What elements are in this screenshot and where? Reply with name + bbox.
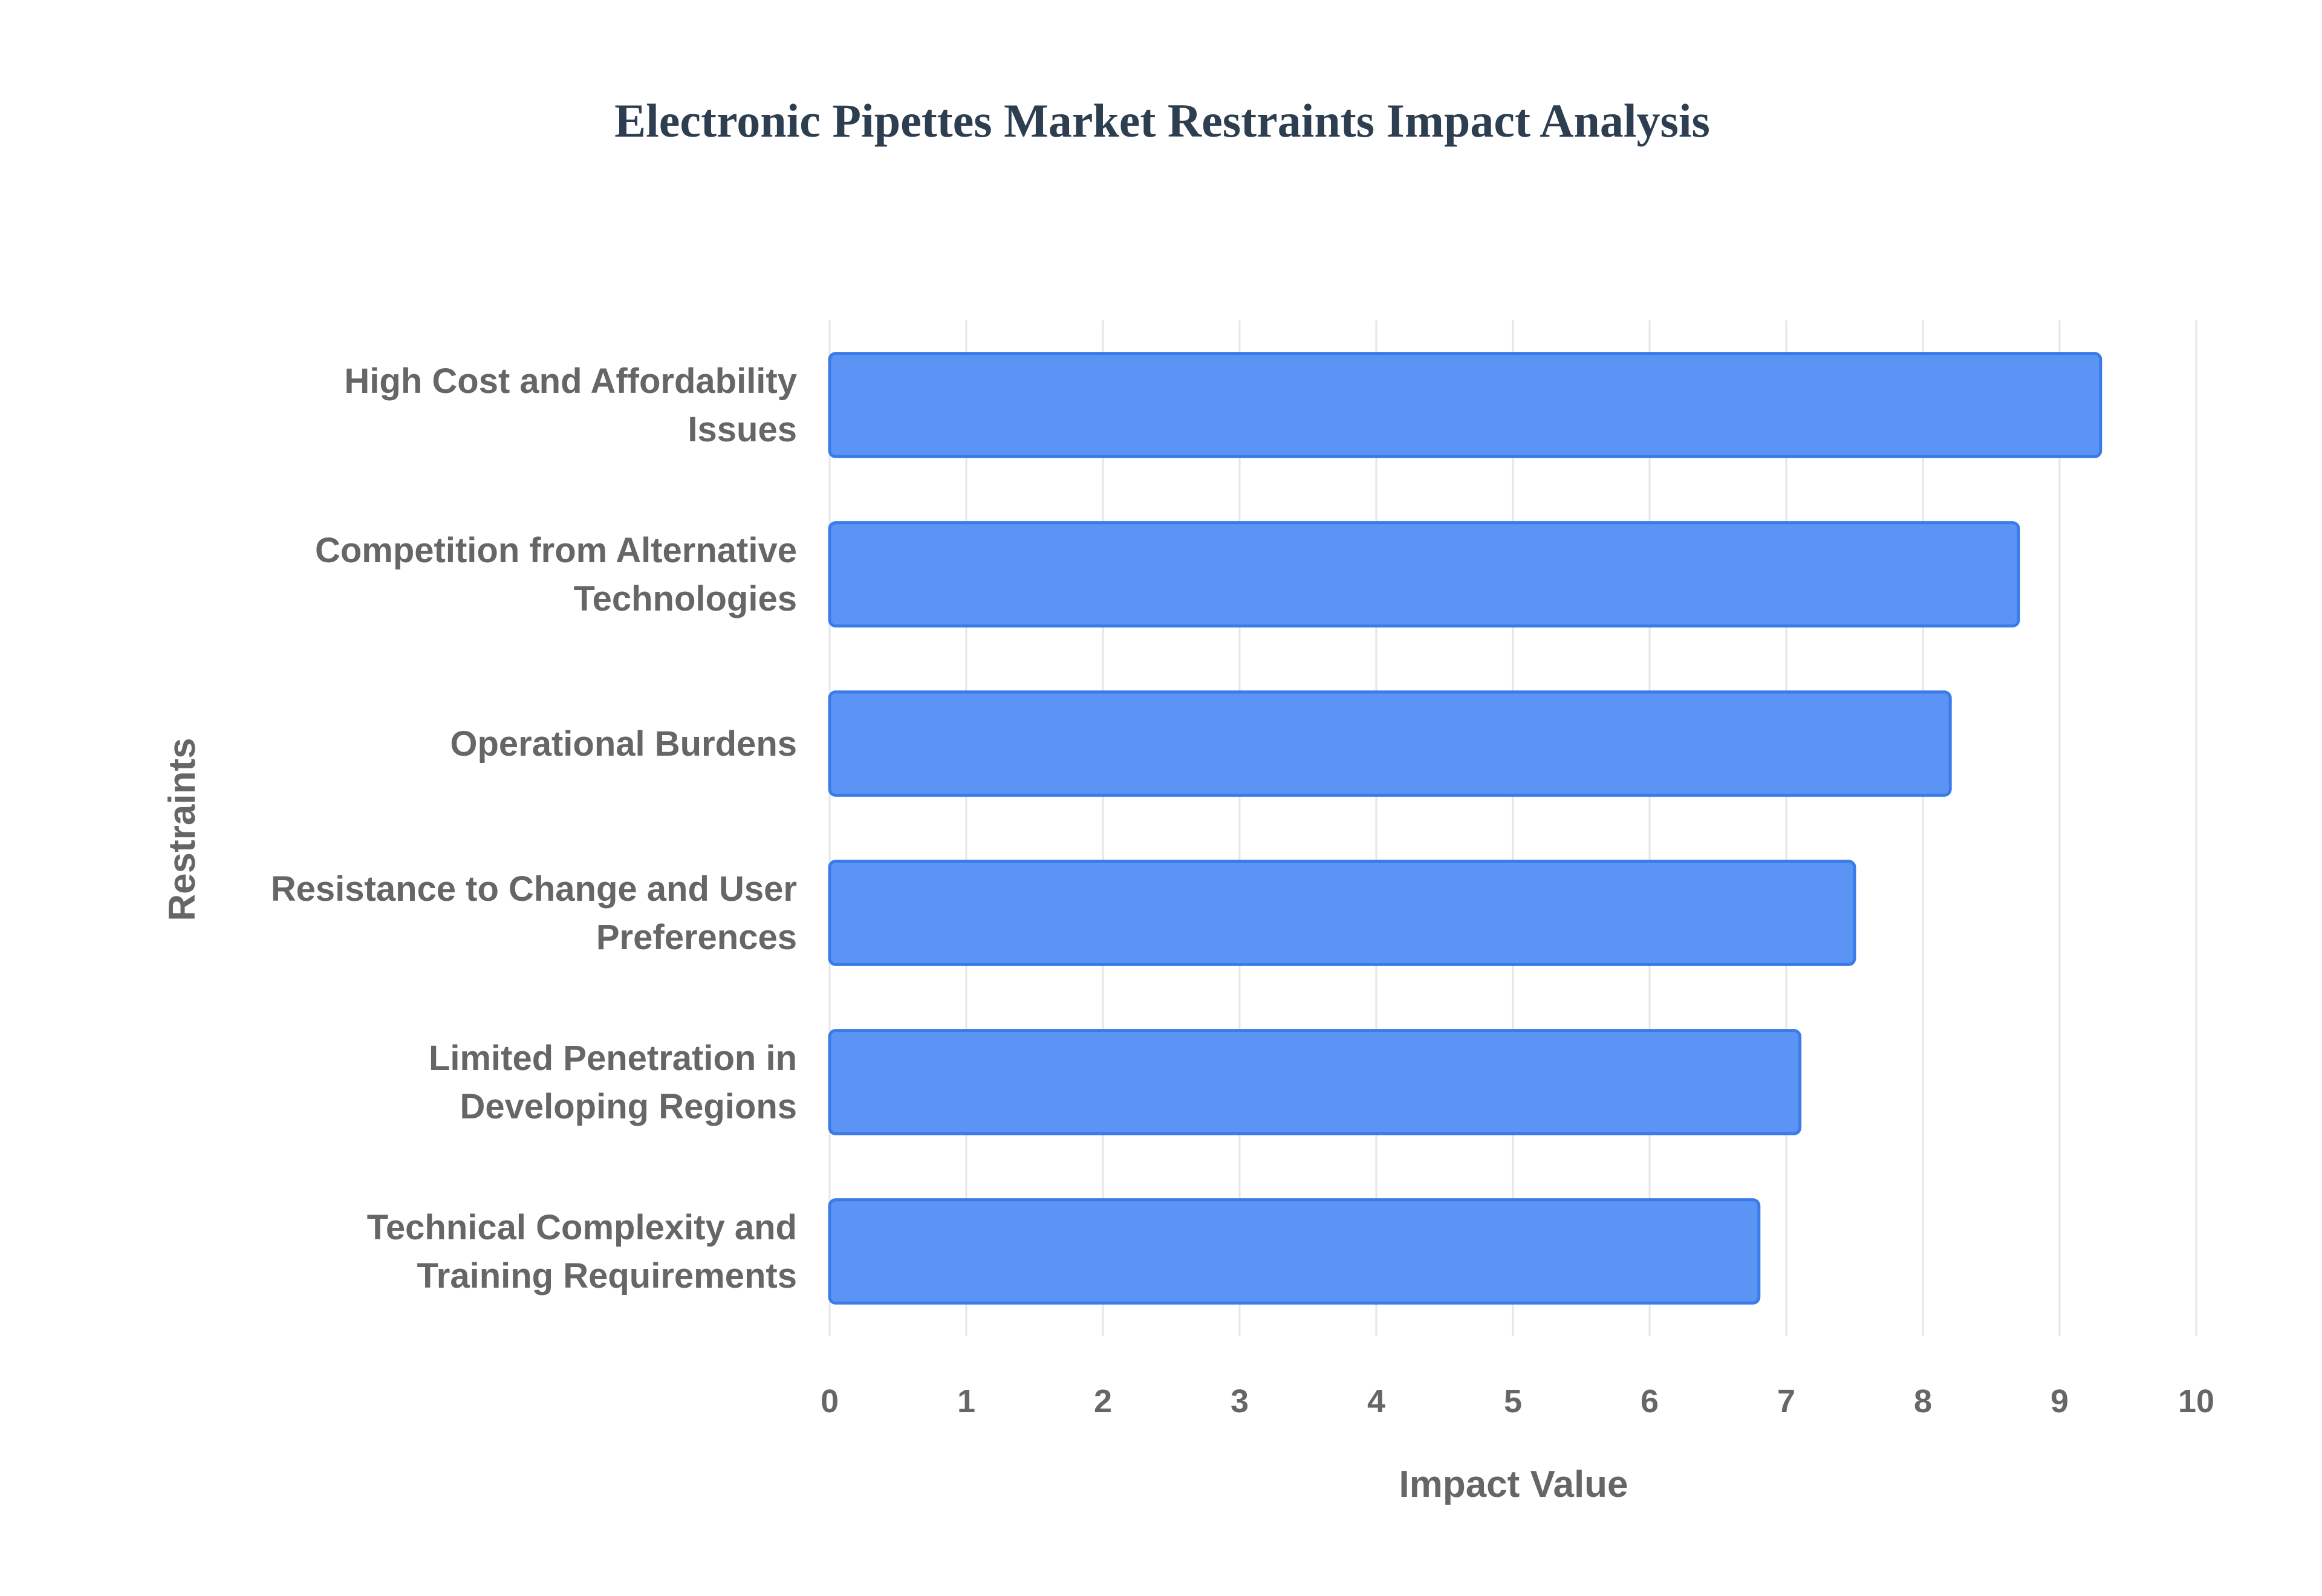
category-label: Resistance to Change and User Preferences (271, 869, 797, 957)
category-label: Competition from Alternative Technologies (315, 531, 797, 618)
chart-title: Electronic Pipettes Market Restraints Im… (614, 94, 1710, 147)
bar (828, 521, 2020, 628)
category-label-line: Technical Complexity and (367, 1208, 797, 1247)
category-label-line: Competition from Alternative (315, 531, 797, 570)
category-label: Technical Complexity and Training Require… (367, 1208, 797, 1296)
x-tick-label: 4 (1367, 1383, 1385, 1419)
category-label-line: Limited Penetration in (429, 1039, 797, 1078)
category-label-line: Resistance to Change and User (271, 869, 797, 909)
x-tick-label: 9 (2050, 1383, 2069, 1419)
category-label-line: Training Requirements (417, 1256, 797, 1296)
category-label: High Cost and Affordability Issues (344, 362, 797, 449)
category-label-line: Technologies (573, 579, 797, 618)
y-axis-title: Restraints (161, 738, 203, 921)
bar (828, 1029, 1802, 1135)
category-labels: High Cost and Affordability Issues Competi… (271, 362, 797, 1296)
category-label-line: High Cost and Affordability (344, 362, 797, 401)
x-tick-label: 3 (1231, 1383, 1249, 1419)
x-tick-label: 2 (1094, 1383, 1112, 1419)
category-label: Limited Penetration in Developing Regions (429, 1039, 797, 1126)
bar (828, 1198, 1761, 1305)
x-tick-label: 0 (821, 1383, 839, 1419)
x-tick-label: 7 (1777, 1383, 1795, 1419)
x-axis-title: Impact Value (1399, 1464, 1628, 1505)
x-tick-label: 8 (1914, 1383, 1932, 1419)
category-label-line: Preferences (596, 918, 797, 957)
bar (828, 860, 1856, 966)
category-label-line: Operational Burdens (450, 724, 797, 764)
x-tick-label: 10 (2178, 1383, 2214, 1419)
category-label: Operational Burdens (450, 724, 797, 764)
category-label-line: Issues (688, 410, 797, 449)
x-tick-label: 1 (957, 1383, 975, 1419)
bar (828, 352, 2102, 458)
grid-lines (828, 320, 2197, 1336)
category-label-line: Developing Regions (460, 1087, 797, 1126)
x-tick-labels: 0 1 2 3 4 5 6 7 8 9 10 (821, 1383, 2214, 1419)
x-tick-label: 5 (1504, 1383, 1522, 1419)
bar (828, 690, 1952, 797)
bars (828, 352, 2102, 1305)
x-tick-label: 6 (1641, 1383, 1659, 1419)
